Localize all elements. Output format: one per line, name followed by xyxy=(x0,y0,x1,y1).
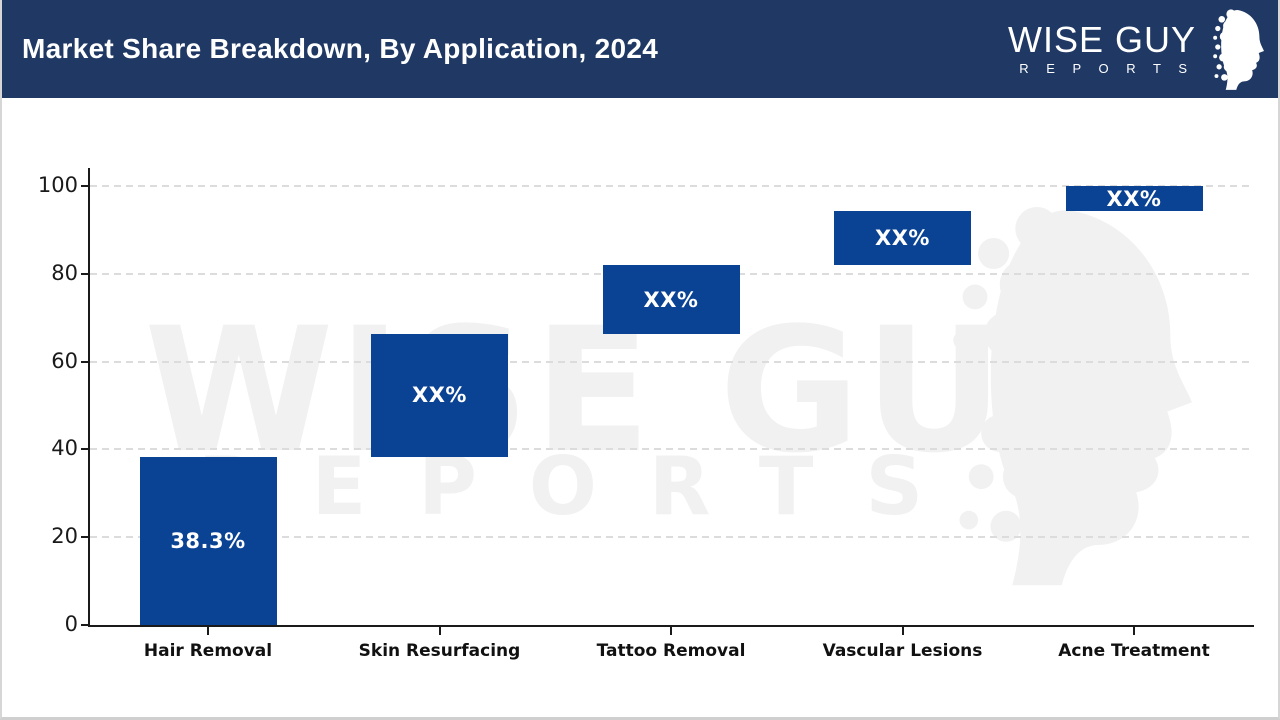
bar-value-label: XX% xyxy=(1106,186,1162,211)
y-tick-mark xyxy=(81,536,89,539)
x-tick-mark xyxy=(901,627,904,635)
wiseguy-logo: WISE GUY R E P O R T S xyxy=(1008,0,1264,98)
header: Market Share Breakdown, By Application, … xyxy=(2,0,1278,98)
wiseguy-logo-line2: R E P O R T S xyxy=(1019,61,1194,76)
wiseguy-logo-text: WISE GUY R E P O R T S xyxy=(1007,19,1196,77)
x-tick-mark xyxy=(438,627,441,635)
bar-skin-resurfacing: XX% xyxy=(371,333,508,457)
x-tick-label: Acne Treatment xyxy=(1058,641,1210,661)
bar-value-label: XX% xyxy=(643,287,699,312)
y-tick-mark xyxy=(81,360,89,363)
bar-hair-removal: 38.3% xyxy=(139,456,277,625)
wiseguy-logo-line1: WISE GUY xyxy=(1007,19,1196,60)
x-tick-mark xyxy=(670,627,672,635)
y-tick-label: 0 xyxy=(64,612,78,636)
y-tick-label: 60 xyxy=(51,348,78,373)
y-tick-label: 40 xyxy=(51,436,78,461)
y-tick-label: 80 xyxy=(51,260,78,285)
gridline-40 xyxy=(90,448,1254,451)
y-tick-label: 100 xyxy=(37,173,78,197)
wiseguy-face-icon xyxy=(1213,9,1264,90)
wiseguy-face-watermark-icon xyxy=(953,207,1192,586)
x-tick-label: Tattoo Removal xyxy=(596,641,746,661)
y-tick-mark xyxy=(81,448,89,451)
bar-acne-treatment: XX% xyxy=(1065,186,1203,212)
y-tick-mark xyxy=(81,185,89,187)
y-tick-label: 20 xyxy=(51,524,78,549)
gridline-60 xyxy=(90,360,1254,363)
bar-tattoo-removal: XX% xyxy=(602,265,740,334)
x-tick-mark xyxy=(207,627,209,635)
x-tick-label: Hair Removal xyxy=(143,641,273,661)
x-tick-label: Vascular Lesions xyxy=(822,641,983,661)
y-tick-mark xyxy=(81,272,89,275)
bar-vascular-lesions: XX% xyxy=(834,211,971,266)
y-tick-mark xyxy=(81,624,89,626)
gridline-100 xyxy=(90,185,1254,187)
chart-panel: WISE GUY REPORTS 0 20 40 60 80 100 38.3% Hair R… xyxy=(2,98,1278,717)
x-tick-label: Skin Resurfacing xyxy=(358,641,521,661)
watermark-text-reports: REPORTS xyxy=(198,440,976,533)
bar-value-label: XX% xyxy=(875,226,930,251)
y-axis-line xyxy=(88,168,90,627)
x-tick-mark xyxy=(1133,627,1135,635)
bar-value-label: 38.3% xyxy=(170,528,246,553)
bar-value-label: XX% xyxy=(412,383,467,408)
page-title: Market Share Breakdown, By Application, … xyxy=(22,33,659,64)
x-axis-line xyxy=(88,625,1254,627)
gridline-20 xyxy=(90,536,1254,539)
